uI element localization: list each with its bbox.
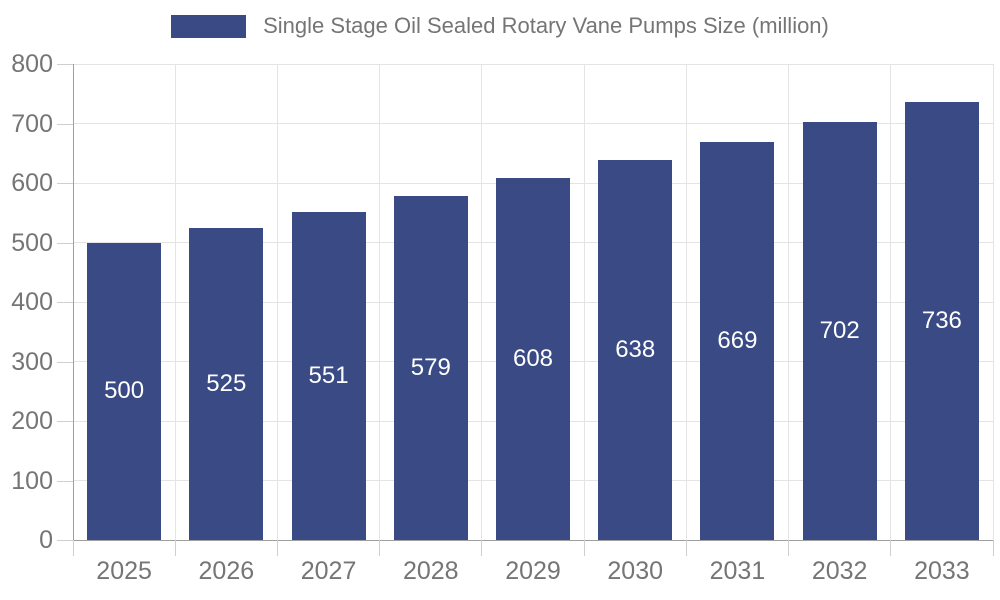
legend-label: Single Stage Oil Sealed Rotary Vane Pump…	[263, 13, 829, 38]
x-gridline	[685, 64, 687, 540]
bar	[393, 195, 468, 540]
x-tick	[379, 540, 381, 556]
x-gridline	[583, 64, 585, 540]
y-tick-label: 300	[11, 347, 53, 376]
bar	[802, 122, 877, 540]
x-tick	[583, 540, 585, 556]
x-gridline	[788, 64, 790, 540]
y-tick-label: 800	[11, 50, 53, 78]
y-gridline	[73, 63, 993, 65]
x-tick-label: 2029	[505, 557, 561, 585]
y-tick	[57, 302, 73, 303]
y-tick-label: 500	[11, 228, 53, 257]
bar	[700, 141, 775, 540]
x-tick	[788, 540, 790, 556]
bar-value-label: 638	[615, 336, 656, 364]
plot-area: 500 525 551 579 608 638 669 702 736	[72, 63, 994, 541]
x-gridline	[481, 64, 483, 540]
bar-value-label: 551	[308, 362, 349, 390]
x-tick	[72, 540, 74, 556]
bar	[904, 102, 979, 540]
x-tick-label: 2031	[709, 557, 766, 585]
x-tick-label: 2033	[914, 557, 970, 585]
y-tick-label: 700	[11, 109, 53, 138]
x-gridline	[992, 64, 994, 540]
y-tick	[57, 183, 73, 184]
x-gridline	[174, 64, 176, 540]
y-tick-label: 100	[11, 466, 53, 495]
y-tick	[57, 361, 73, 363]
bar	[291, 212, 366, 540]
bar-value-label: 579	[410, 353, 451, 381]
x-tick-label: 2028	[402, 557, 459, 585]
bar-value-label: 702	[819, 317, 860, 345]
bar-value-label: 736	[921, 307, 962, 335]
bar	[598, 160, 673, 540]
bar	[496, 178, 570, 540]
x-tick	[685, 540, 687, 556]
x-gridline	[276, 64, 278, 540]
x-gridline	[379, 64, 381, 540]
legend-swatch	[171, 14, 247, 38]
y-gridline	[73, 123, 993, 124]
legend[interactable]: Single Stage Oil Sealed Rotary Vane Pump…	[0, 13, 1000, 39]
bar	[87, 242, 162, 540]
x-axis-line	[73, 539, 993, 541]
y-tick	[57, 64, 73, 65]
y-tick	[57, 242, 73, 244]
x-tick	[992, 540, 994, 556]
x-tick-label: 2032	[811, 557, 868, 585]
x-tick	[276, 540, 278, 556]
y-tick	[57, 480, 73, 482]
x-tick	[481, 540, 483, 556]
x-tick	[890, 540, 892, 556]
y-tick	[57, 123, 73, 125]
x-tick-label: 2026	[198, 557, 255, 585]
y-axis-line	[72, 64, 74, 540]
y-tick-label: 0	[39, 526, 53, 554]
x-tick-label: 2025	[96, 557, 152, 585]
bar-value-label: 669	[717, 326, 758, 354]
x-tick	[174, 540, 176, 556]
x-tick-label: 2030	[607, 557, 664, 585]
x-gridline	[890, 64, 892, 540]
y-tick-label: 400	[11, 288, 53, 316]
y-tick-label: 200	[11, 407, 53, 435]
x-tick-label: 2027	[300, 557, 357, 585]
bar	[189, 227, 264, 540]
y-tick-label: 600	[11, 169, 53, 197]
y-tick	[57, 421, 73, 422]
bar-value-label: 525	[206, 369, 247, 397]
bar-value-label: 500	[104, 377, 145, 405]
bar-value-label: 608	[512, 345, 554, 373]
y-tick	[57, 540, 73, 541]
